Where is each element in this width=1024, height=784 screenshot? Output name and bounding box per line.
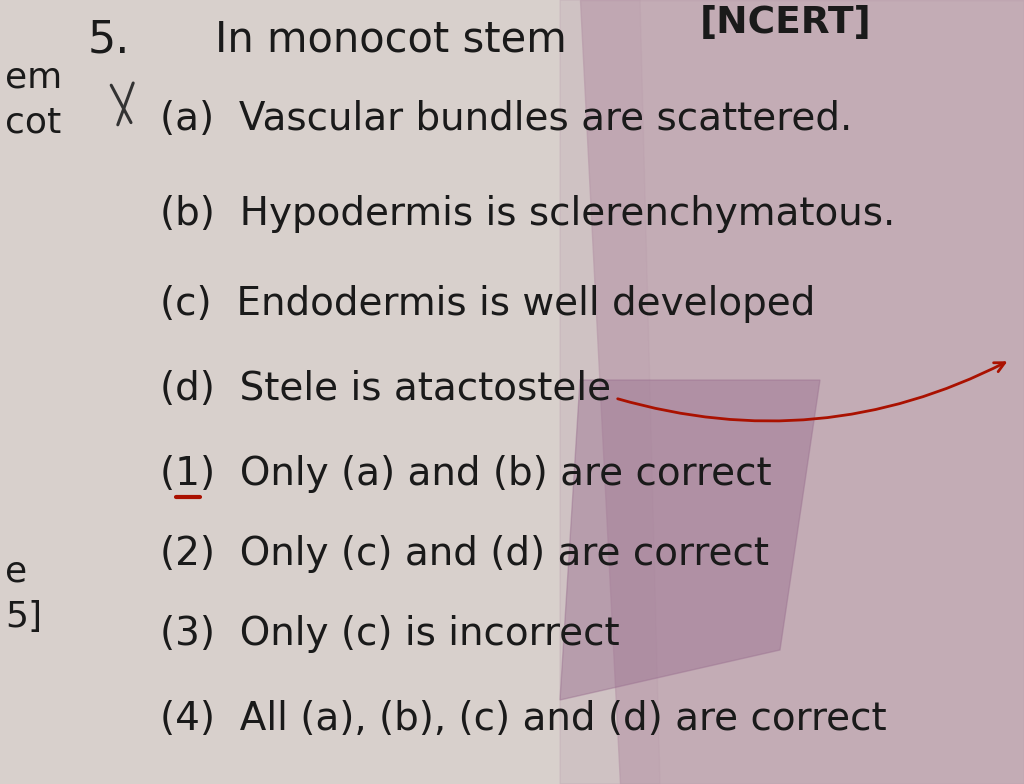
Text: [NCERT]: [NCERT] (700, 5, 871, 41)
Text: (4)  All (a), (b), (c) and (d) are correct: (4) All (a), (b), (c) and (d) are correc… (160, 700, 887, 738)
Polygon shape (580, 0, 1024, 784)
Text: 5.: 5. (88, 18, 130, 61)
Text: (a)  Vascular bundles are scattered.: (a) Vascular bundles are scattered. (160, 100, 852, 138)
Text: (c)  Endodermis is well developed: (c) Endodermis is well developed (160, 285, 815, 323)
Text: 5]: 5] (5, 600, 42, 634)
Text: (d)  Stele is atactostele: (d) Stele is atactostele (160, 370, 611, 408)
Polygon shape (560, 0, 660, 784)
Polygon shape (560, 380, 820, 700)
Text: (2)  Only (c) and (d) are correct: (2) Only (c) and (d) are correct (160, 535, 769, 573)
Text: (b)  Hypodermis is sclerenchymatous.: (b) Hypodermis is sclerenchymatous. (160, 195, 895, 233)
Text: (1)  Only (a) and (b) are correct: (1) Only (a) and (b) are correct (160, 455, 772, 493)
Text: In monocot stem: In monocot stem (215, 18, 566, 60)
Text: (3)  Only (c) is incorrect: (3) Only (c) is incorrect (160, 615, 620, 653)
Text: e: e (5, 555, 27, 589)
Text: cot: cot (5, 105, 61, 139)
Text: em: em (5, 60, 62, 94)
